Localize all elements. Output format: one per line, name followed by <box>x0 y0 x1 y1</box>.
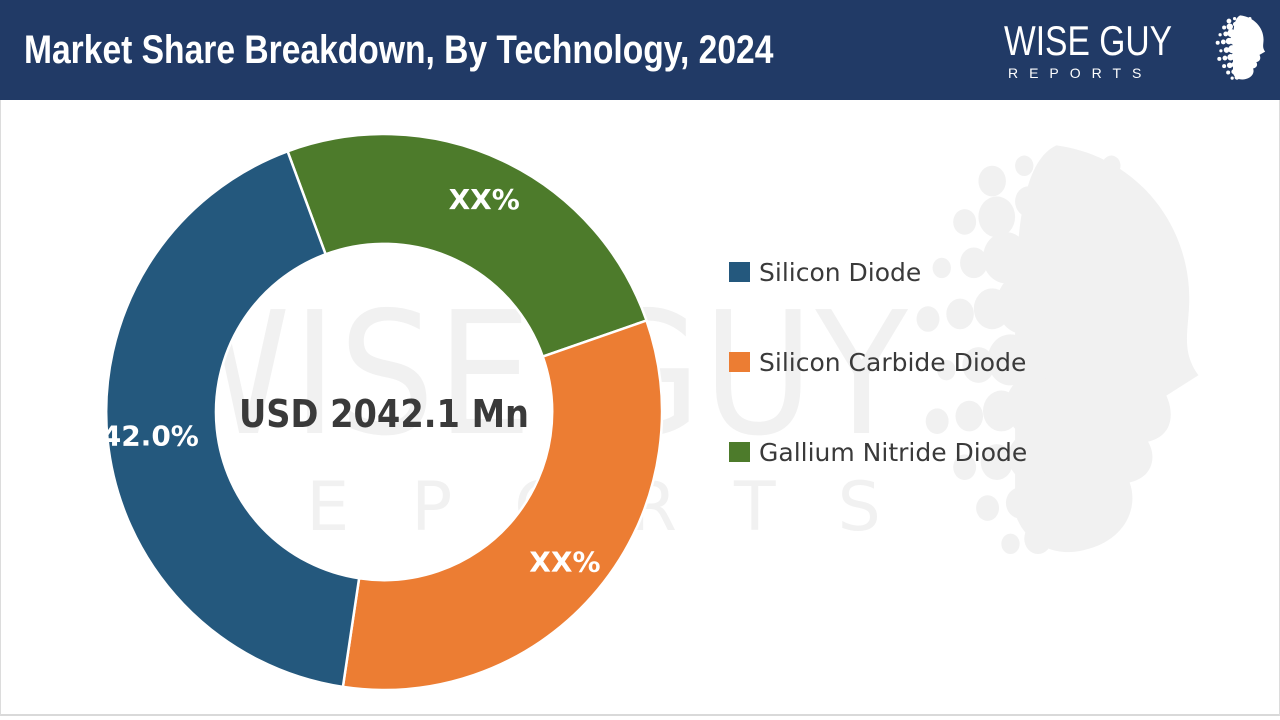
legend-item-silicon-carbide-diode: Silicon Carbide Diode <box>729 342 1027 382</box>
logo-text: WISE GUY REPORTS <box>1003 16 1214 81</box>
chart-legend: Silicon Diode Silicon Carbide Diode Gall… <box>729 252 1027 522</box>
donut-segment-silicon-diode <box>104 150 361 689</box>
legend-label: Gallium Nitride Diode <box>759 437 1028 467</box>
segment-label: 42.0% <box>102 420 199 453</box>
legend-swatch-icon <box>729 262 750 282</box>
page-title: Market Share Breakdown, By Technology, 2… <box>24 27 774 72</box>
logo-subtitle: REPORTS <box>1007 64 1153 81</box>
wise-guy-logo: WISE GUY REPORTS <box>1004 8 1266 92</box>
donut-center-value: USD 2042.1 Mn <box>239 392 529 436</box>
donut-chart: XX% XX% 42.0% USD 2042.1 Mn <box>102 132 664 692</box>
legend-label: Silicon Diode <box>759 257 922 287</box>
segment-label: XX% <box>449 183 520 216</box>
legend-swatch-icon <box>729 352 750 372</box>
donut-segment-silicon-carbide-diode <box>341 319 664 692</box>
legend-swatch-icon <box>729 442 750 462</box>
logo-wordmark: WISE GUY <box>1003 16 1172 64</box>
header-bar: Market Share Breakdown, By Technology, 2… <box>0 0 1280 100</box>
legend-item-silicon-diode: Silicon Diode <box>729 252 1027 292</box>
chart-canvas: WISE GUY REPORTS XX%XX%42.0%USD 2042.1 M… <box>0 100 1280 716</box>
legend-label: Silicon Carbide Diode <box>759 347 1027 377</box>
wise-guy-head-icon <box>1215 15 1266 80</box>
segment-label: XX% <box>529 545 600 578</box>
donut-segment-gallium-nitride-diode <box>286 132 648 358</box>
legend-item-gallium-nitride-diode: Gallium Nitride Diode <box>729 432 1027 472</box>
